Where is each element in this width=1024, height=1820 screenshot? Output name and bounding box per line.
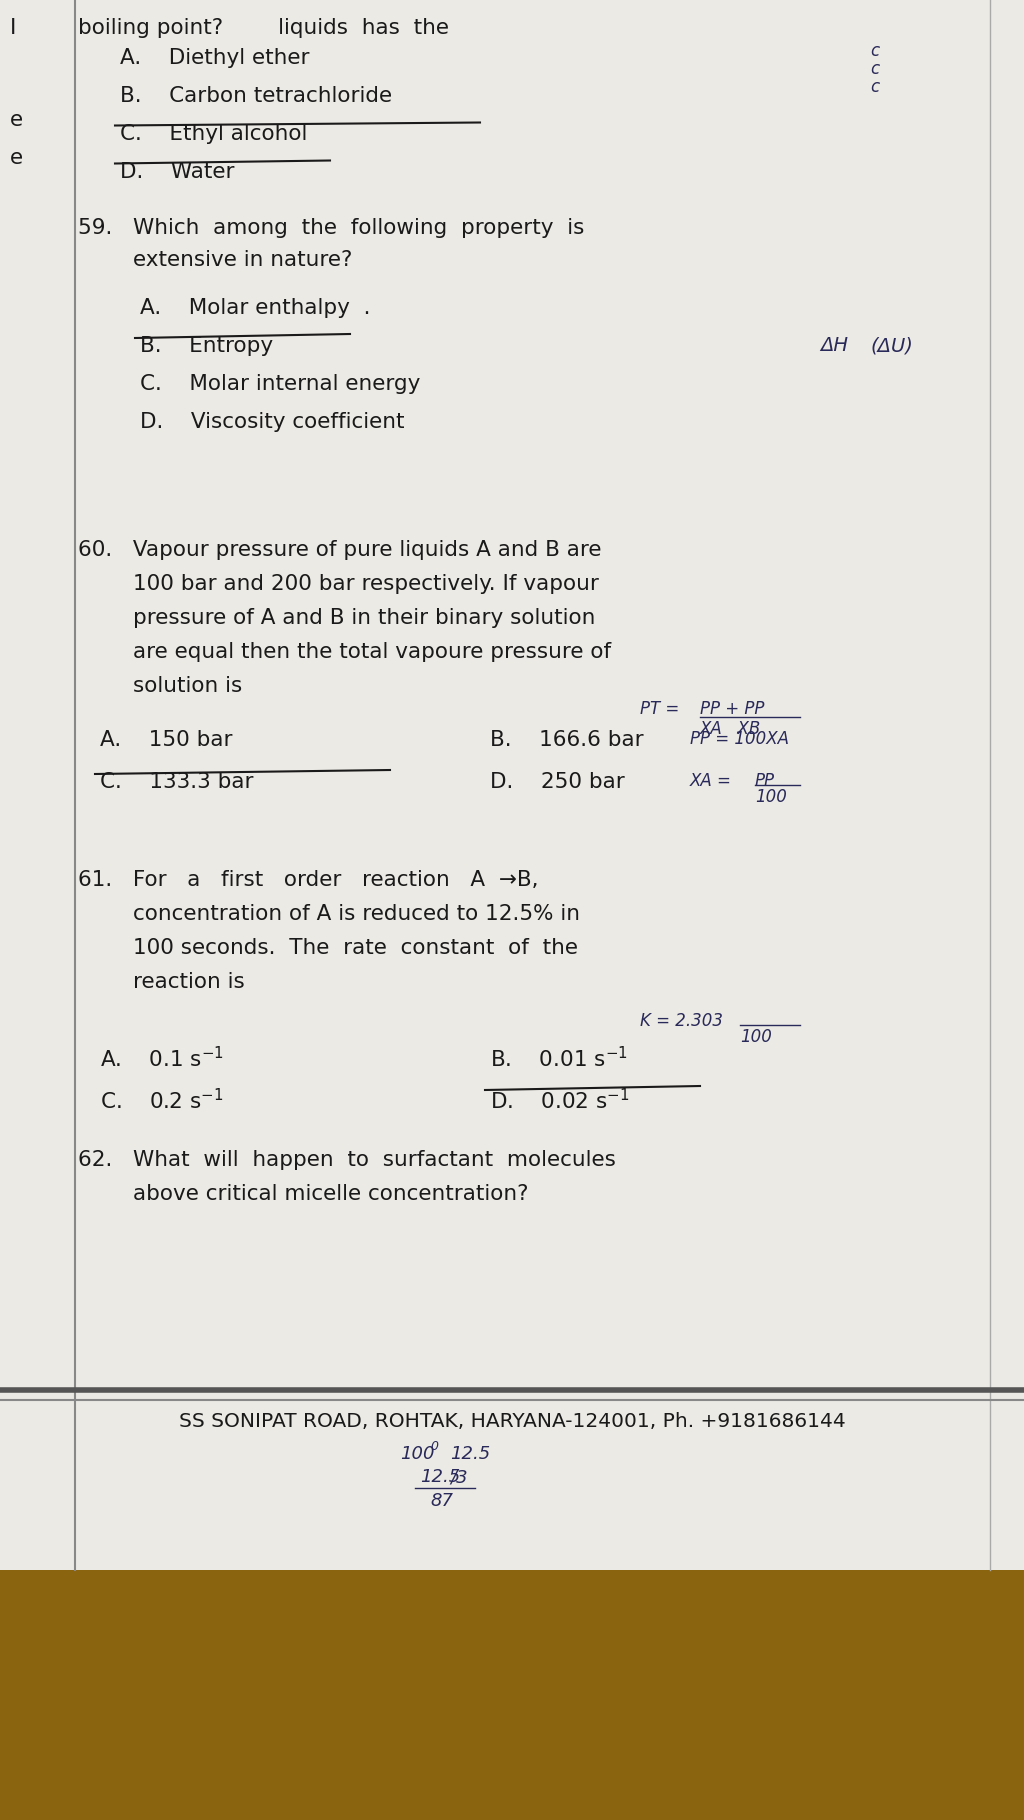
Text: A.    150 bar: A. 150 bar <box>100 730 232 750</box>
Text: c: c <box>870 42 880 60</box>
Text: e: e <box>10 147 24 167</box>
Text: 12.5: 12.5 <box>450 1445 490 1463</box>
Text: PP + PP: PP + PP <box>700 701 764 719</box>
Text: B.    Entropy: B. Entropy <box>140 337 273 357</box>
Text: A.    Diethyl ether: A. Diethyl ether <box>120 47 309 67</box>
FancyBboxPatch shape <box>0 0 1024 1571</box>
Text: C.    0.2 s$^{-1}$: C. 0.2 s$^{-1}$ <box>100 1088 223 1114</box>
Text: D.    Viscosity coefficient: D. Viscosity coefficient <box>140 411 404 431</box>
Text: B.    Carbon tetrachloride: B. Carbon tetrachloride <box>120 86 392 106</box>
Text: /3: /3 <box>450 1469 468 1485</box>
Text: PT =: PT = <box>640 701 679 719</box>
Text: A.    0.1 s$^{-1}$: A. 0.1 s$^{-1}$ <box>100 1046 224 1072</box>
Text: D.    0.02 s$^{-1}$: D. 0.02 s$^{-1}$ <box>490 1088 630 1114</box>
Text: XA =: XA = <box>690 772 732 790</box>
Text: concentration of A is reduced to 12.5% in: concentration of A is reduced to 12.5% i… <box>78 905 580 925</box>
Text: 60.   Vapour pressure of pure liquids A and B are: 60. Vapour pressure of pure liquids A an… <box>78 541 601 561</box>
FancyBboxPatch shape <box>0 1560 1024 1820</box>
Text: (ΔU): (ΔU) <box>870 337 912 355</box>
Text: B.    0.01 s$^{-1}$: B. 0.01 s$^{-1}$ <box>490 1046 628 1072</box>
Text: 12.5: 12.5 <box>420 1469 460 1485</box>
Text: D.    Water: D. Water <box>120 162 234 182</box>
Text: 0: 0 <box>430 1440 438 1452</box>
Text: C.    133.3 bar: C. 133.3 bar <box>100 772 254 792</box>
Text: PP: PP <box>755 772 775 790</box>
Text: pressure of A and B in their binary solution: pressure of A and B in their binary solu… <box>78 608 595 628</box>
Text: e: e <box>10 109 24 129</box>
Text: D.    250 bar: D. 250 bar <box>490 772 625 792</box>
Text: 62.   What  will  happen  to  surfactant  molecules: 62. What will happen to surfactant molec… <box>78 1150 615 1170</box>
Text: XA   XB: XA XB <box>700 721 761 737</box>
Text: A.    Molar enthalpy  .: A. Molar enthalpy . <box>140 298 371 318</box>
Text: extensive in nature?: extensive in nature? <box>78 249 352 269</box>
Text: SS SONIPAT ROAD, ROHTAK, HARYANA-124001, Ph. +9181686144: SS SONIPAT ROAD, ROHTAK, HARYANA-124001,… <box>178 1412 846 1431</box>
Text: 61.   For   a   first   order   reaction   A  →B,: 61. For a first order reaction A →B, <box>78 870 539 890</box>
Text: 87: 87 <box>430 1492 453 1511</box>
Text: are equal then the total vapoure pressure of: are equal then the total vapoure pressur… <box>78 642 611 662</box>
Text: PP = 100XA: PP = 100XA <box>690 730 790 748</box>
Text: above critical micelle concentration?: above critical micelle concentration? <box>78 1185 528 1205</box>
Text: K = 2.303: K = 2.303 <box>640 1012 723 1030</box>
Text: 100 seconds.  The  rate  constant  of  the: 100 seconds. The rate constant of the <box>78 937 578 957</box>
Text: c: c <box>870 60 880 78</box>
Text: c: c <box>870 78 880 96</box>
Text: I: I <box>10 18 16 38</box>
Text: reaction is: reaction is <box>78 972 245 992</box>
Text: 59.   Which  among  the  following  property  is: 59. Which among the following property i… <box>78 218 585 238</box>
Text: 100: 100 <box>400 1445 434 1463</box>
Text: ΔH: ΔH <box>820 337 848 355</box>
Text: 100: 100 <box>755 788 786 806</box>
Text: B.    166.6 bar: B. 166.6 bar <box>490 730 644 750</box>
Text: boiling point?        liquids  has  the: boiling point? liquids has the <box>78 18 449 38</box>
Text: 100 bar and 200 bar respectively. If vapour: 100 bar and 200 bar respectively. If vap… <box>78 573 599 593</box>
Text: C.    Molar internal energy: C. Molar internal energy <box>140 373 421 393</box>
Text: C.    Ethyl alcohol: C. Ethyl alcohol <box>120 124 307 144</box>
Text: 100: 100 <box>740 1028 772 1046</box>
Text: solution is: solution is <box>78 675 243 695</box>
